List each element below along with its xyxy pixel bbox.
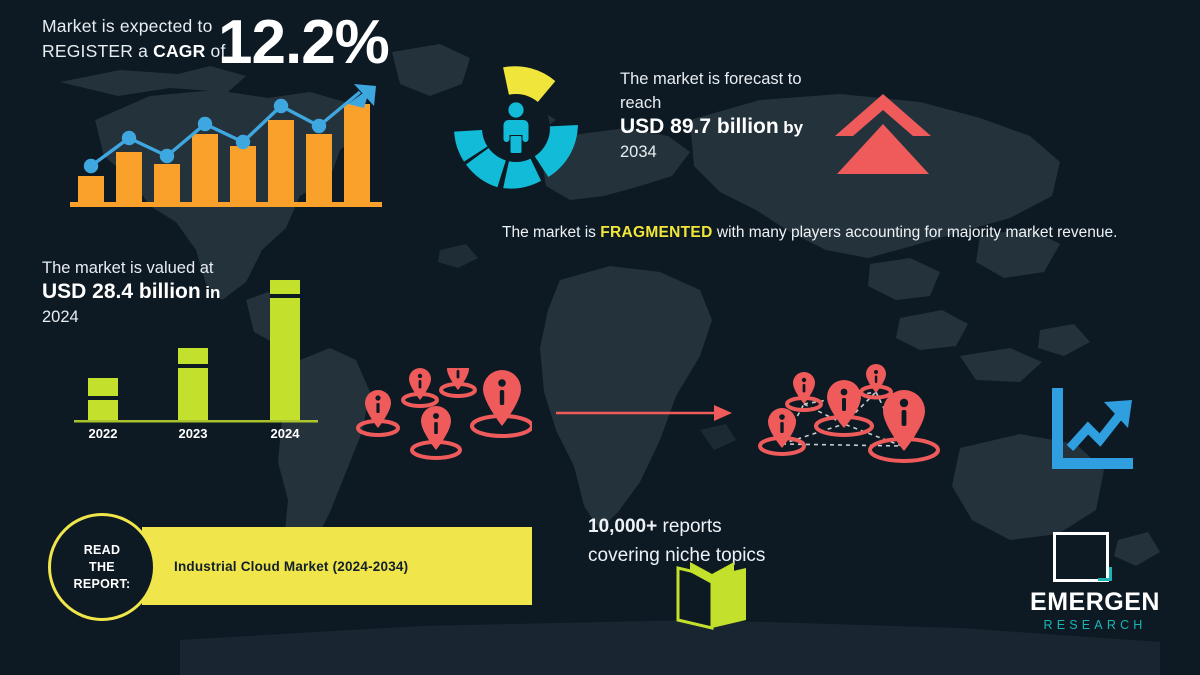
reports-count: 10,000+: [588, 516, 658, 537]
svg-text:2022: 2022: [89, 426, 118, 441]
forecast-caption: The market is forecast to reach USD 89.7…: [620, 67, 870, 164]
market-value-bar-chart: 2022 2023 2024: [74, 280, 318, 441]
reports-caption: 10,000+ reports covering niche topics: [588, 512, 888, 570]
market-growth-bar-chart: [70, 84, 382, 207]
read-the-report-badge[interactable]: READ THE REPORT:: [48, 513, 156, 621]
reports-line2: covering niche topics: [588, 545, 766, 566]
cagr-line2-pre: REGISTER a: [42, 41, 154, 61]
forecast-line2: reach: [620, 94, 662, 112]
valuation-value: USD 28.4 billion: [42, 280, 201, 303]
logo-accent-icon: [1098, 567, 1112, 581]
report-banner[interactable]: Industrial Cloud Market (2024-2034): [142, 527, 532, 605]
emergen-research-logo[interactable]: EMERGEN RESEARCH: [1020, 532, 1170, 644]
growth-chart-icon: [1052, 388, 1133, 469]
fragmented-highlight: FRAGMENTED: [600, 224, 713, 241]
valuation-year: 2024: [42, 308, 79, 326]
read-the-report-label: READ THE REPORT:: [74, 542, 131, 593]
forecast-year: 2034: [620, 143, 657, 161]
read-line-3: REPORT:: [73, 576, 131, 591]
valuation-line1: The market is valued at: [42, 259, 214, 277]
fragmented-post: with many players accounting for majorit…: [712, 224, 1118, 241]
cagr-line1: Market is expected to: [42, 16, 213, 36]
valuation-caption: The market is valued at USD 28.4 billion…: [42, 256, 342, 329]
donut-person-chart-icon: [454, 66, 578, 189]
svg-text:2024: 2024: [271, 426, 301, 441]
reports-word: reports: [657, 516, 722, 537]
valuation-in: in: [205, 283, 221, 302]
open-book-icon: [676, 562, 746, 630]
up-arrows-icon: [835, 94, 931, 174]
scattered-location-pins-icon: [356, 368, 532, 460]
fragmented-pre: The market is: [502, 224, 601, 241]
read-line-1: READ: [83, 542, 121, 557]
read-line-2: THE: [89, 559, 115, 574]
svg-text:2023: 2023: [179, 426, 208, 441]
right-arrow-icon: [556, 405, 732, 421]
forecast-line1: The market is forecast to: [620, 70, 802, 88]
cagr-line2-bold: CAGR: [153, 41, 206, 61]
logo-square-icon: [1053, 532, 1109, 582]
cagr-caption: Market is expected to REGISTER a CAGR of: [42, 14, 372, 64]
forecast-by: by: [783, 118, 804, 137]
cagr-line2-post: of: [205, 41, 226, 61]
cagr-value: 12.2%: [218, 8, 390, 77]
report-title: Industrial Cloud Market (2024-2034): [174, 559, 409, 574]
logo-name: EMERGEN: [1030, 588, 1160, 616]
forecast-value: USD 89.7 billion: [620, 115, 779, 138]
fragmented-statement: The market is FRAGMENTED with many playe…: [502, 220, 1142, 246]
logo-subtitle: RESEARCH: [1043, 618, 1147, 632]
networked-location-pins-icon: [758, 364, 940, 463]
